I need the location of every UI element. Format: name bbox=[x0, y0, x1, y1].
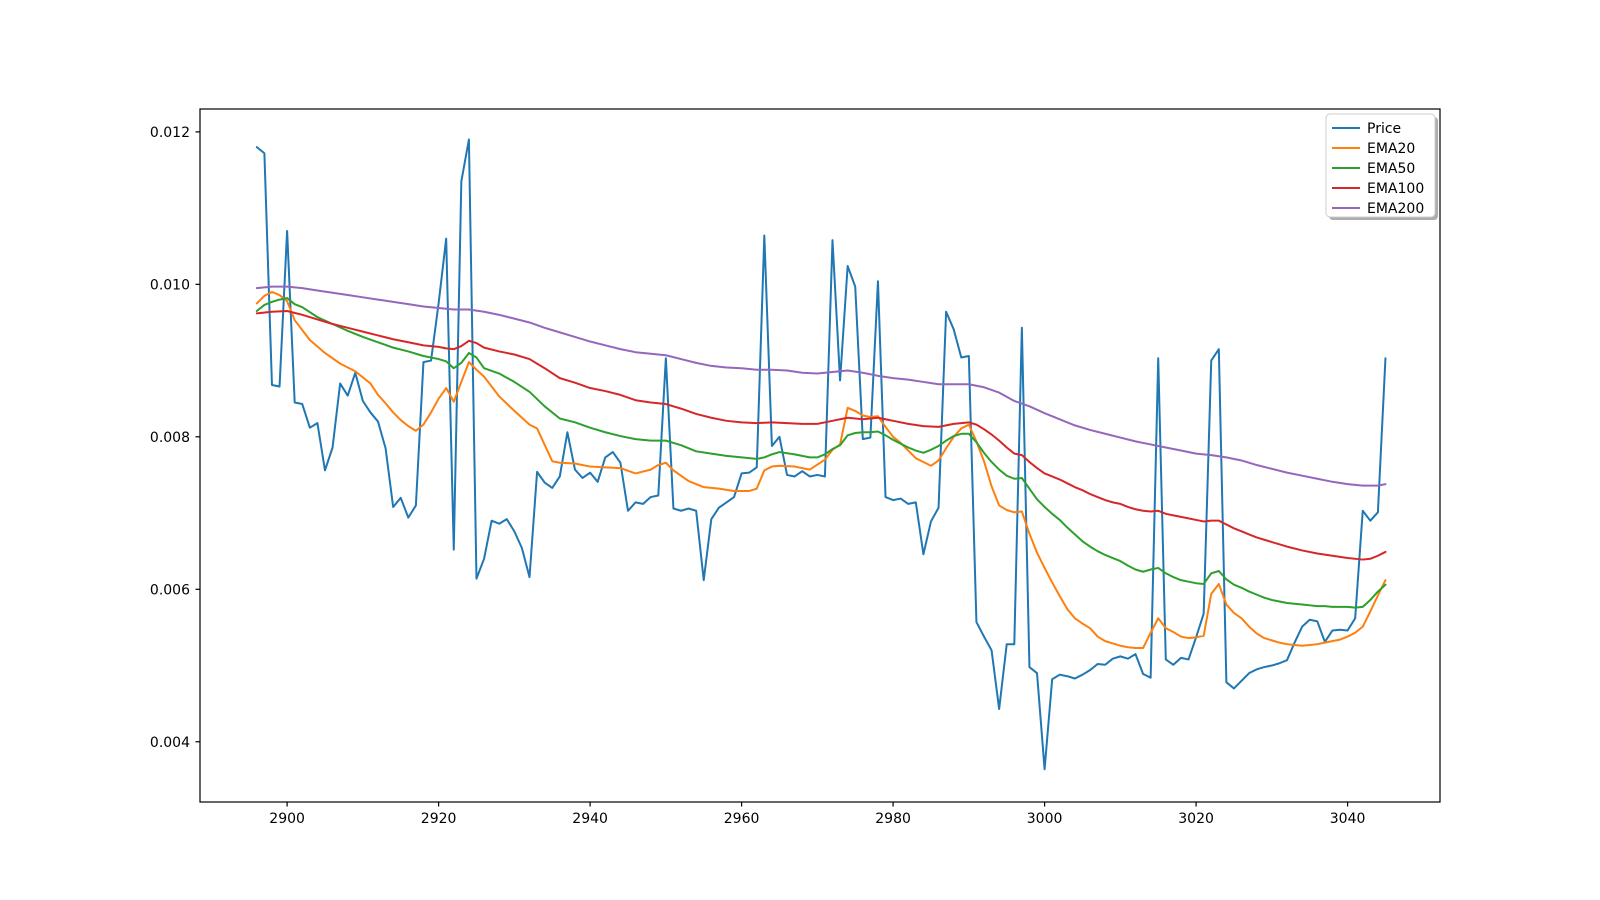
legend-label-ema200: EMA200 bbox=[1367, 201, 1424, 217]
ema100-line bbox=[255, 310, 1387, 561]
x-tick-label: 3040 bbox=[1330, 811, 1366, 827]
x-tick-label: 3000 bbox=[1027, 811, 1063, 827]
ema200-line bbox=[255, 285, 1387, 487]
legend-box bbox=[1325, 113, 1436, 218]
ema20-line bbox=[255, 290, 1387, 649]
x-tick-label: 2920 bbox=[421, 811, 457, 827]
y-tick-label: 0.008 bbox=[150, 430, 190, 446]
y-tick-label: 0.004 bbox=[150, 735, 190, 751]
legend-label-price: Price bbox=[1367, 121, 1401, 137]
y-tick-label: 0.012 bbox=[150, 125, 190, 141]
y-tick-label: 0.006 bbox=[150, 582, 190, 598]
plot-frame-layer bbox=[199, 108, 1441, 803]
legend-label-ema100: EMA100 bbox=[1367, 181, 1424, 197]
legend-label-ema20: EMA20 bbox=[1367, 141, 1415, 157]
x-tick-label: 2980 bbox=[875, 811, 911, 827]
x-tick-label: 2940 bbox=[572, 811, 608, 827]
x-tick-label: 2900 bbox=[269, 811, 305, 827]
series-layer bbox=[255, 138, 1387, 771]
price-line bbox=[255, 138, 1387, 771]
y-tick-label: 0.010 bbox=[150, 277, 190, 293]
legend-label-ema50: EMA50 bbox=[1367, 161, 1415, 177]
x-tick-label: 3020 bbox=[1178, 811, 1214, 827]
ema50-line bbox=[255, 297, 1387, 609]
plot-frame bbox=[199, 108, 1441, 803]
x-tick-label: 2960 bbox=[724, 811, 760, 827]
legend: Price EMA20 EMA50 EMA100 EMA200 bbox=[1325, 113, 1438, 220]
